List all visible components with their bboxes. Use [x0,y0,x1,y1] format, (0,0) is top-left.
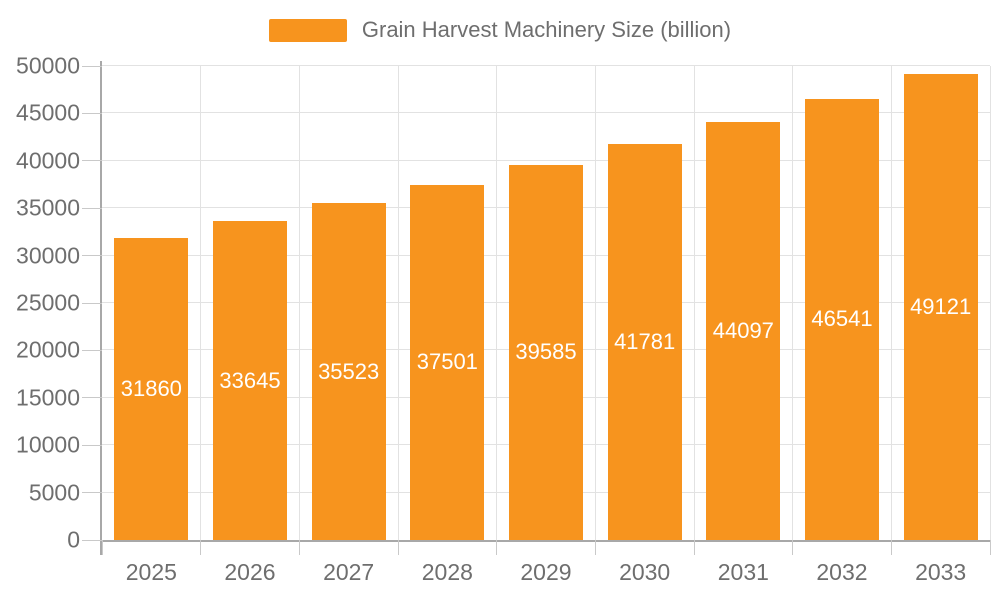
bar-value-label: 39585 [515,339,577,365]
y-axis-label: 40000 [16,147,80,174]
y-axis-tick [82,349,102,351]
x-axis-label: 2029 [520,559,572,585]
bar[interactable]: 46541 [805,98,879,540]
bar[interactable]: 37501 [410,184,485,540]
x-axis-tick [496,540,498,555]
gridline-vertical [594,66,596,540]
x-axis-tick [890,540,892,555]
x-axis-tick [594,540,596,555]
y-axis-label: 50000 [16,52,80,79]
x-axis-label: 2025 [125,559,177,585]
gridline-vertical [200,66,202,540]
bar[interactable]: 39585 [509,164,583,540]
gridline-horizontal [102,65,990,66]
y-axis-tick [82,207,102,209]
bar-value-label: 37501 [416,349,478,375]
bar[interactable]: 49121 [903,74,978,540]
bar[interactable]: 33645 [213,221,287,540]
y-axis-label: 15000 [16,384,80,411]
legend-label: Grain Harvest Machinery Size (billion) [361,17,732,42]
bar-value-label: 33645 [219,367,281,393]
y-axis-line [100,61,102,555]
x-axis-label: 2031 [717,559,769,585]
y-axis-label: 35000 [16,194,80,221]
x-axis-tick [989,540,991,555]
y-axis-tick [82,112,102,114]
gridline-horizontal [102,159,990,161]
gridline-vertical [298,66,300,540]
gridline-vertical [890,66,892,540]
y-axis-label: 45000 [16,99,80,126]
bar[interactable]: 35523 [311,203,386,540]
y-axis-label: 10000 [16,431,80,458]
x-axis-label: 2026 [224,559,276,585]
bar[interactable]: 44097 [706,121,781,540]
bar-value-label: 46541 [811,306,873,332]
gridline-vertical [792,66,794,540]
x-axis-label: 2027 [323,559,375,585]
y-axis-tick [82,492,102,494]
x-axis-tick [792,540,794,555]
bar-value-label: 35523 [318,358,380,384]
y-axis-label: 5000 [28,479,80,506]
x-axis-tick [200,540,202,555]
gridline-vertical [496,66,498,540]
bar[interactable]: 41781 [607,143,682,540]
plot-area: 0 5000 10000 15000 20000 25000 30000 35000 40000… [16,54,991,585]
x-axis-label: 2032 [816,559,868,585]
gridline-vertical [693,66,695,540]
bar-value-label: 31860 [120,375,182,401]
y-axis-label: 30000 [16,242,80,269]
y-axis-tick [82,160,102,162]
x-axis-label: 2030 [619,559,671,585]
x-axis-tick [101,540,103,555]
x-axis-line [100,540,990,542]
chart-legend[interactable]: Grain Harvest Machinery Size (billion) [0,17,1000,43]
y-axis-tick [82,65,102,67]
x-axis-label: 2028 [421,559,473,585]
x-axis-tick [397,540,399,555]
x-axis-tick [693,540,695,555]
x-axis-label: 2033 [915,559,967,585]
x-axis-tick [298,540,300,555]
y-axis-label: 0 [67,526,80,553]
y-axis-tick [82,302,102,304]
bar-value-label: 44097 [712,317,774,343]
y-axis-tick [82,444,102,446]
y-axis-tick [82,539,102,541]
gridline-vertical [989,66,991,540]
y-axis-tick [82,397,102,399]
legend-swatch-icon [268,18,347,42]
gridline-horizontal [102,112,990,114]
bar-value-label: 41781 [614,328,676,354]
gridline-vertical [397,66,399,540]
y-axis-label: 20000 [16,336,80,363]
bar[interactable]: 31860 [114,237,189,540]
bar-value-label: 49121 [910,294,972,320]
y-axis-label: 25000 [16,289,80,316]
y-axis-tick [82,255,102,257]
